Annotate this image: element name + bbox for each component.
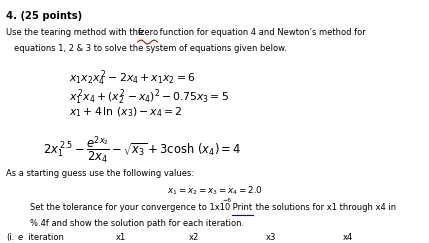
Text: x2: x2: [189, 233, 199, 242]
Text: x3: x3: [266, 233, 276, 242]
Text: x1: x1: [116, 233, 126, 242]
Text: iteration: iteration: [23, 233, 63, 242]
Text: the solutions for x1 through x4 in: the solutions for x1 through x4 in: [253, 203, 396, 212]
Text: As a starting guess use the following values:: As a starting guess use the following va…: [6, 169, 195, 178]
Text: Use the tearing method with the: Use the tearing method with the: [6, 28, 146, 37]
Text: fzero: fzero: [138, 28, 159, 37]
Text: $x_1 = x_2 = x_3 = x_4 = 2.0$: $x_1 = x_2 = x_3 = x_4 = 2.0$: [166, 185, 263, 197]
Text: %.4f and show the solution path for each iteration.: %.4f and show the solution path for each…: [30, 219, 244, 228]
Text: $x_1 x_2 x_4^{\,2} - 2x_4 + x_1 x_2 = 6$: $x_1 x_2 x_4^{\,2} - 2x_4 + x_1 x_2 = 6$: [69, 68, 195, 88]
Text: −6: −6: [222, 198, 231, 203]
Text: 4. (25 points): 4. (25 points): [6, 11, 82, 21]
Text: Print: Print: [230, 203, 252, 212]
Text: function for equation 4 and Newton’s method for: function for equation 4 and Newton’s met…: [157, 28, 366, 37]
Text: x4: x4: [343, 233, 353, 242]
Text: Set the tolerance for your convergence to 1x10: Set the tolerance for your convergence t…: [30, 203, 230, 212]
Text: $x_1^{\,2} x_4 + (x_2^{\,2} - x_4)^2 - 0.75x_3 = 5$: $x_1^{\,2} x_4 + (x_2^{\,2} - x_4)^2 - 0…: [69, 87, 229, 107]
Text: equations 1, 2 & 3 to solve the system of equations given below.: equations 1, 2 & 3 to solve the system o…: [14, 44, 287, 53]
Text: $x_1 + 4\,\ln\,(x_3) - x_4 = 2$: $x_1 + 4\,\ln\,(x_3) - x_4 = 2$: [69, 106, 182, 119]
Text: (i.: (i.: [6, 233, 15, 242]
Text: $2x_1^{\,2.5} - \dfrac{e^{2x_2}}{2x_4} - \sqrt{x_3} + 3\cosh\,(x_4) = 4$: $2x_1^{\,2.5} - \dfrac{e^{2x_2}}{2x_4} -…: [43, 135, 241, 166]
Text: e: e: [18, 233, 23, 242]
